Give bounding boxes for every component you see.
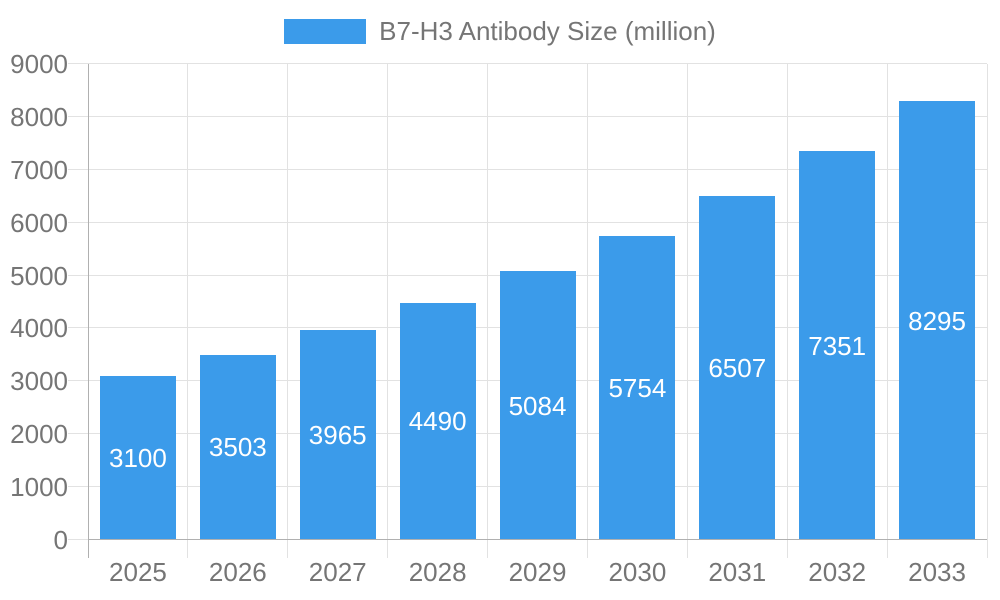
x-gridline bbox=[487, 64, 489, 558]
bar-value-label: 4490 bbox=[408, 406, 467, 437]
y-gridline bbox=[68, 221, 987, 223]
y-axis-tick-label: 9000 bbox=[10, 49, 68, 79]
x-gridline bbox=[387, 64, 389, 558]
x-axis-tick-label: 2033 bbox=[908, 557, 966, 587]
x-gridline bbox=[187, 64, 189, 558]
bar-2033[interactable]: 8295 bbox=[899, 101, 976, 540]
x-gridline bbox=[886, 64, 888, 558]
y-gridline bbox=[68, 63, 987, 64]
x-axis-tick-label: 2031 bbox=[708, 557, 767, 587]
bar-2032[interactable]: 7351 bbox=[799, 151, 876, 540]
bar-value-label: 5084 bbox=[508, 390, 567, 421]
x-axis-line bbox=[88, 539, 987, 540]
y-axis-tick-label: 1000 bbox=[10, 472, 68, 503]
bar-value-label: 8295 bbox=[908, 305, 966, 336]
x-axis-tick-label: 2029 bbox=[508, 557, 567, 587]
y-axis-tick-label: 4000 bbox=[10, 313, 68, 344]
x-gridline bbox=[986, 64, 988, 558]
y-axis-tick-label: 0 bbox=[53, 525, 68, 555]
bar-2028[interactable]: 4490 bbox=[399, 302, 476, 540]
y-axis-tick-label: 8000 bbox=[10, 101, 68, 132]
bar-value-label: 6507 bbox=[708, 352, 767, 383]
x-axis-tick-label: 2032 bbox=[808, 557, 867, 587]
bar-value-label: 3965 bbox=[308, 420, 367, 451]
x-gridline bbox=[287, 64, 289, 558]
x-axis-tick-label: 2027 bbox=[308, 557, 367, 587]
y-axis-tick-label: 3000 bbox=[10, 366, 68, 397]
bar-2026[interactable]: 3503 bbox=[199, 354, 276, 540]
y-gridline bbox=[68, 168, 987, 170]
bar-2030[interactable]: 5754 bbox=[599, 235, 676, 540]
plot-area: 0 1000 2000 3000 4000 5000 6000 7000 8000 9000 310… bbox=[10, 49, 988, 587]
legend-swatch-icon bbox=[284, 19, 367, 44]
bar-2031[interactable]: 6507 bbox=[699, 195, 776, 540]
bar-value-label: 3503 bbox=[208, 432, 267, 463]
legend[interactable]: B7-H3 Antibody Size (million) bbox=[0, 16, 1000, 46]
y-axis-tick-label: 5000 bbox=[10, 260, 68, 291]
bar-value-label: 3100 bbox=[109, 443, 167, 474]
bar-value-label: 5754 bbox=[608, 372, 667, 403]
y-axis-tick-label: 2000 bbox=[10, 419, 68, 450]
x-axis-tick-label: 2030 bbox=[608, 557, 667, 587]
x-axis-tick-label: 2026 bbox=[208, 557, 267, 587]
x-axis-tick-label: 2025 bbox=[109, 557, 167, 587]
x-gridline bbox=[686, 64, 688, 558]
y-axis-tick-label: 7000 bbox=[10, 154, 68, 185]
bar-2025[interactable]: 3100 bbox=[99, 376, 176, 540]
legend-label: B7-H3 Antibody Size (million) bbox=[379, 16, 716, 46]
x-gridline bbox=[586, 64, 588, 558]
y-axis-line bbox=[88, 64, 89, 558]
bar-value-label: 7351 bbox=[808, 330, 867, 361]
y-axis-tick-label: 6000 bbox=[10, 207, 68, 238]
y-gridline bbox=[68, 115, 987, 117]
bar-2027[interactable]: 3965 bbox=[299, 330, 376, 540]
x-axis-tick-label: 2028 bbox=[408, 557, 467, 587]
bar-2029[interactable]: 5084 bbox=[499, 271, 576, 540]
x-gridline bbox=[786, 64, 788, 558]
